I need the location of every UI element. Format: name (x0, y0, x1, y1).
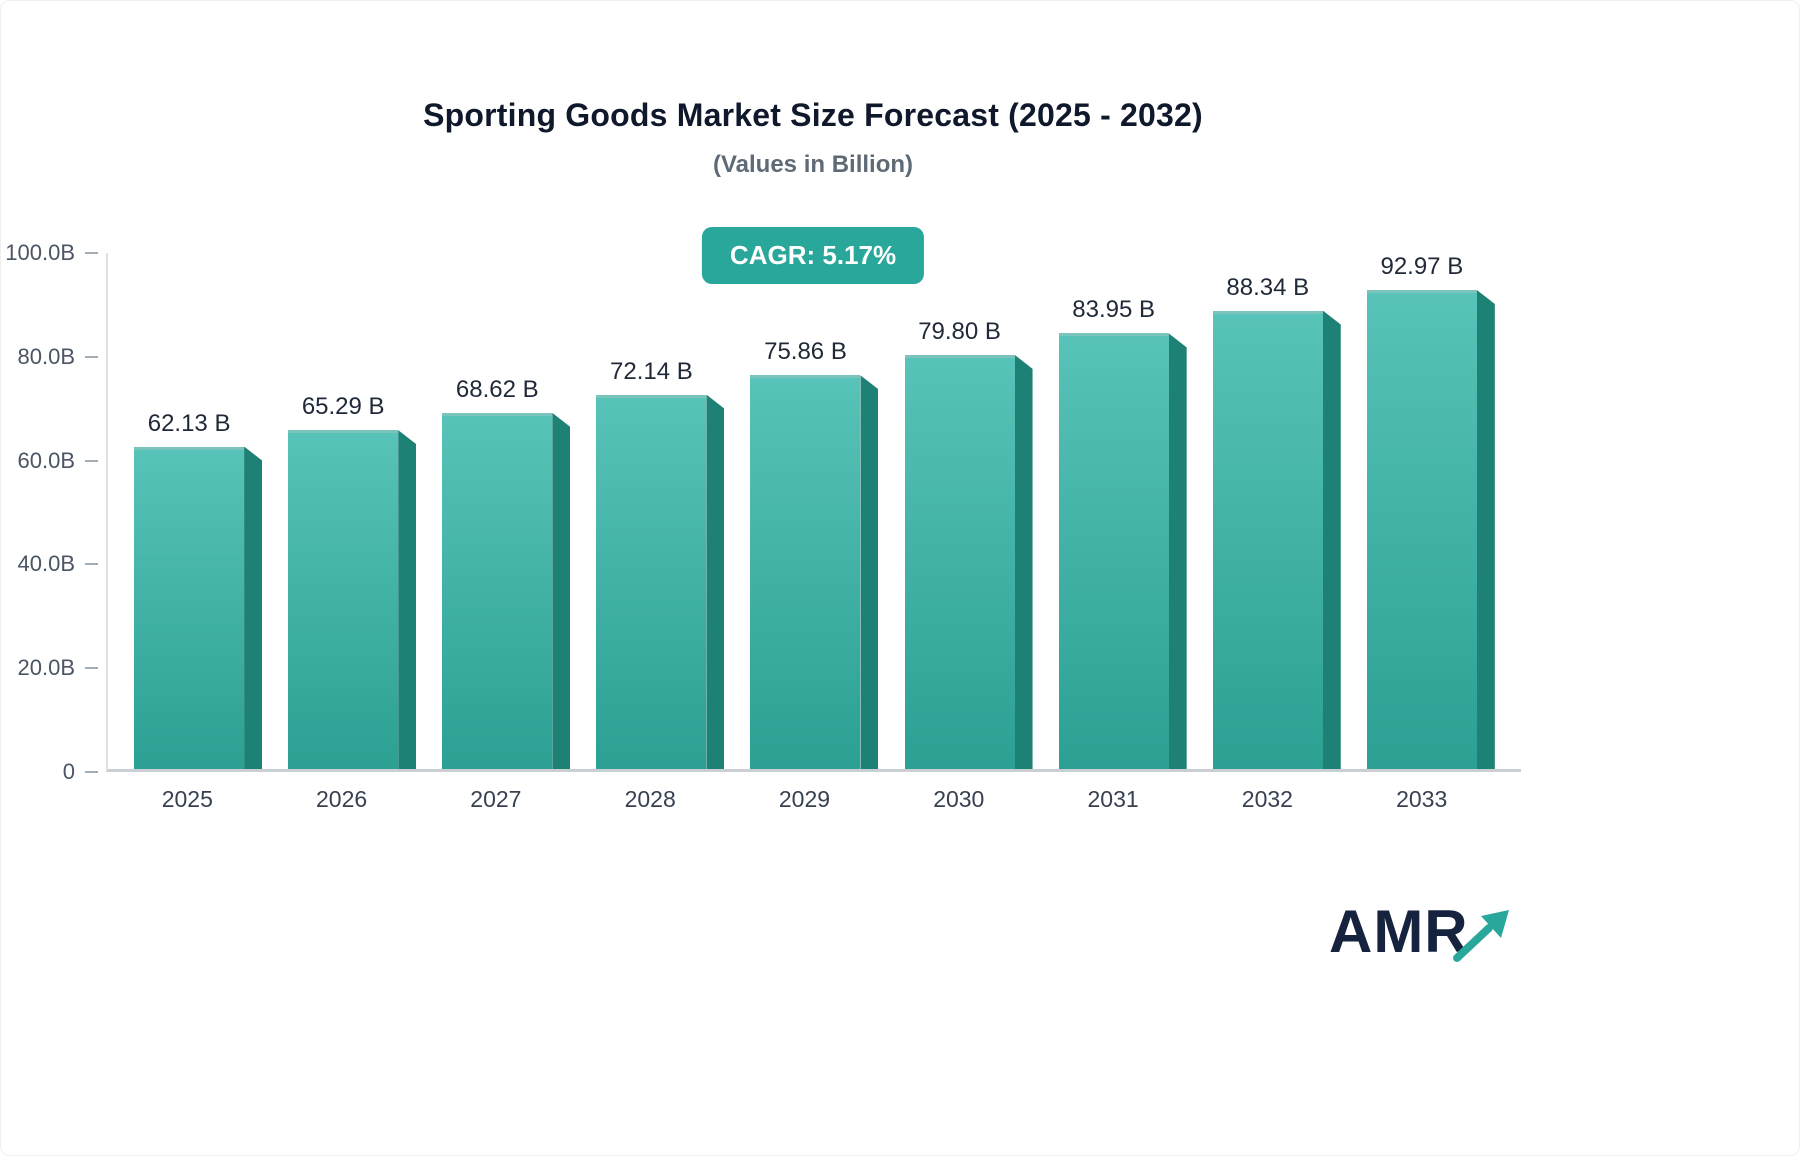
x-axis-label: 2033 (1396, 786, 1448, 812)
x-axis-label: 2028 (624, 786, 676, 812)
bar-value-label: 68.62 B (455, 375, 539, 403)
bar-side-face (1168, 333, 1187, 769)
y-axis-tick: 40.0B (17, 551, 98, 577)
bar-group: 83.95 B (1058, 253, 1187, 769)
cagr-badge: CAGR: 5.17% (701, 227, 925, 284)
bar-side-face (1014, 354, 1033, 769)
bar-value-label: 79.80 B (918, 317, 1001, 345)
bar-group: 88.34 B (1212, 253, 1341, 769)
bar (904, 354, 1033, 769)
y-axis-tick-mark (85, 252, 98, 254)
bar-value-label: 88.34 B (1226, 273, 1310, 301)
y-axis-tick: 100.0B (5, 240, 98, 266)
y-axis-tick-mark (85, 771, 98, 773)
bar-group: 65.29 B (288, 253, 417, 769)
plot-area: 62.13 B 65.29 B 68.62 B 72.14 B 75.86 B 79.80… (5, 240, 1521, 784)
bar-front-face (442, 412, 553, 769)
bar (442, 412, 571, 769)
y-axis-tick-label: 100.0B (5, 240, 75, 265)
bar-value-label: 75.86 B (764, 338, 847, 366)
bar-side-face (1476, 290, 1495, 769)
x-axis-label: 2030 (933, 786, 985, 812)
bar-front-face (134, 446, 245, 769)
y-axis-tick-label: 60.0B (17, 447, 76, 473)
y-axis-tick: 20.0B (17, 655, 98, 681)
bar-front-face (1212, 310, 1323, 769)
bar-group: 79.80 B (904, 253, 1033, 769)
bar (1212, 310, 1341, 769)
amr-logo-text: AMR (1329, 898, 1469, 965)
bar (596, 394, 725, 769)
y-axis-tick: 80.0B (17, 343, 98, 370)
y-axis-tick: 60.0B (17, 447, 98, 474)
y-axis-tick-mark (85, 563, 98, 566)
bar-side-face (244, 446, 263, 769)
bar-group: 68.62 B (442, 253, 571, 769)
bar-front-face (596, 394, 707, 769)
x-axis-label: 2031 (1087, 786, 1139, 812)
y-axis-tick-mark (85, 355, 98, 358)
y-axis-tick-label: 40.0B (17, 551, 76, 577)
y-axis-tick-label: 0 (62, 759, 75, 784)
bars-row: 62.13 B 65.29 B 68.62 B 72.14 B 75.86 B 79.80… (108, 253, 1521, 769)
y-axis-tick-label: 20.0B (17, 655, 76, 681)
y-axis-tick-label: 80.0B (17, 343, 76, 369)
amr-logo: AMR (1329, 897, 1517, 966)
x-axis-label: 2026 (316, 786, 368, 812)
bar-value-label: 72.14 B (610, 357, 693, 385)
x-axis-label: 2029 (778, 786, 831, 812)
bar-value-label: 62.13 B (147, 409, 231, 437)
x-axis-labels: 2025 2026 2027 2028 2029 2030 2031 2032 2033 (106, 786, 1521, 813)
x-axis-label: 2025 (161, 786, 213, 812)
y-axis-tick-mark (85, 667, 98, 670)
bar (750, 375, 879, 769)
bar-group: 92.97 B (1366, 253, 1495, 769)
y-axis-tick-mark (85, 459, 98, 462)
bar-front-face (1058, 333, 1169, 769)
bar-front-face (904, 354, 1015, 769)
x-axis-label: 2032 (1241, 786, 1293, 812)
bar (1058, 333, 1187, 769)
bar-side-face (706, 394, 725, 769)
growth-arrow-icon (1452, 909, 1509, 962)
bar-front-face (750, 375, 861, 769)
bar-side-face (552, 412, 571, 769)
bar-group: 75.86 B (750, 253, 879, 769)
chart-subtitle: (Values in Billion) (712, 151, 914, 178)
bar-side-face (1322, 310, 1341, 769)
x-axis-label: 2027 (470, 786, 522, 812)
bar-group: 62.13 B (134, 253, 263, 769)
bar-front-face (288, 430, 399, 769)
chart-title: Sporting Goods Market Size Forecast (202… (423, 97, 1203, 133)
y-axis-tick: 0 (63, 759, 98, 785)
bar-side-face (860, 375, 879, 769)
bar-front-face (1366, 290, 1477, 769)
bar (134, 446, 263, 769)
bar (288, 430, 417, 769)
bar (1366, 290, 1495, 769)
bar-value-label: 83.95 B (1072, 296, 1156, 324)
bar-group: 72.14 B (596, 253, 725, 769)
bar-side-face (398, 430, 417, 769)
bar-value-label: 65.29 B (301, 393, 385, 421)
bar-value-label: 92.97 B (1380, 253, 1464, 280)
